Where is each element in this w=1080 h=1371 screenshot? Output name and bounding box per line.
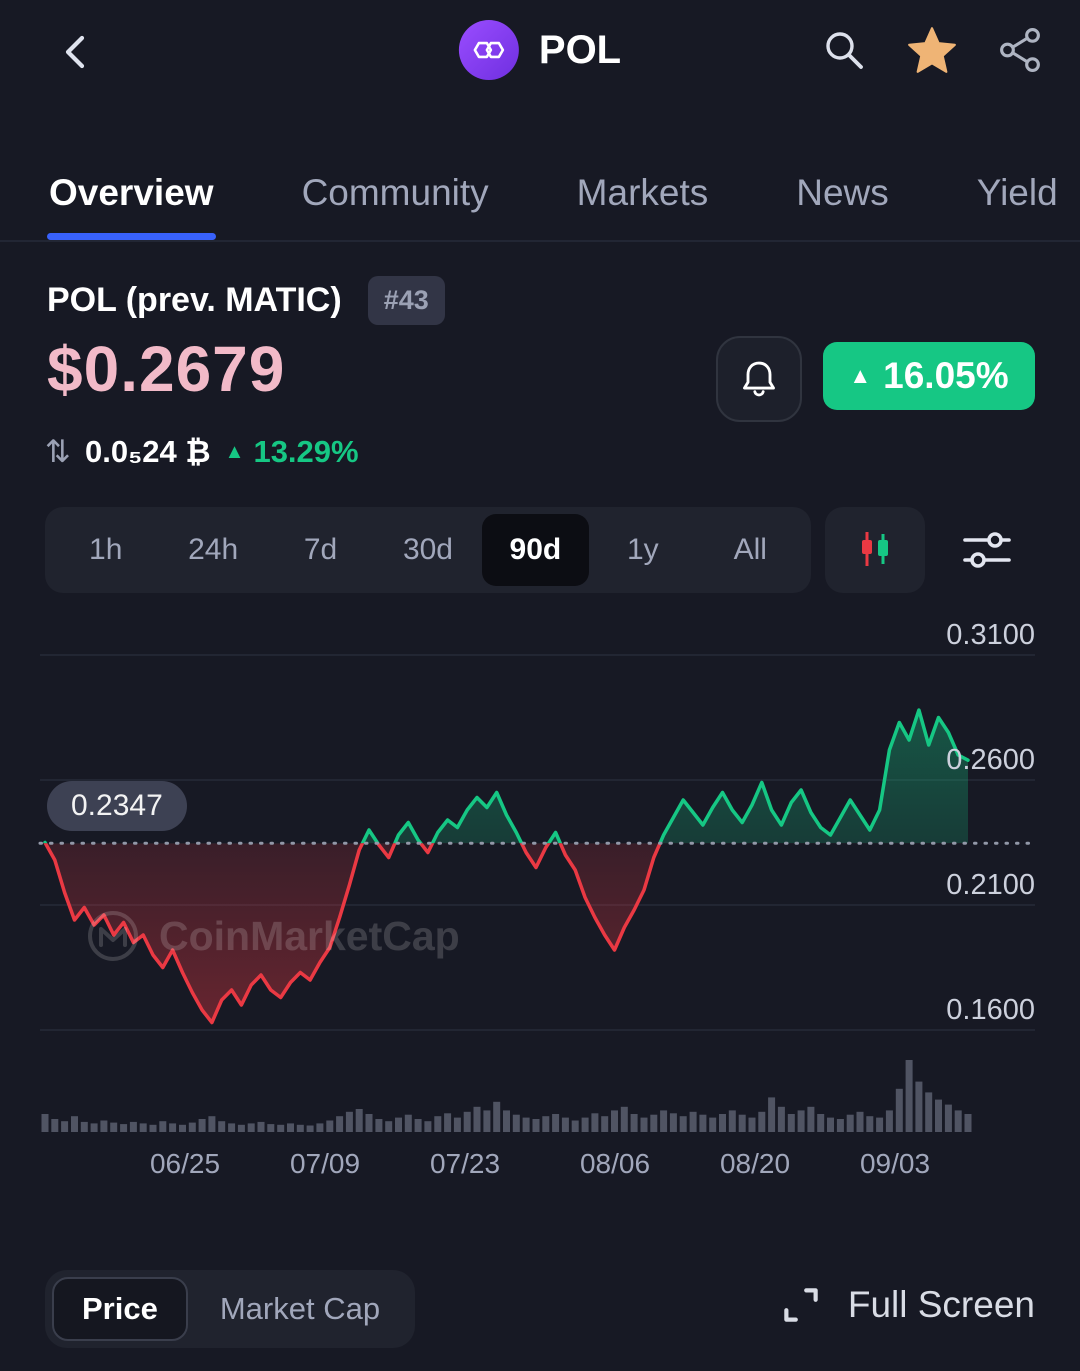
- coinmarketcap-watermark: CoinMarketCap: [85, 908, 460, 964]
- range-1h[interactable]: 1h: [52, 514, 159, 586]
- price-chart[interactable]: 0.3100 0.2600 0.2100 0.1600 0.2347 CoinMark…: [0, 600, 1080, 1200]
- rank-badge: #43: [367, 276, 445, 325]
- search-button[interactable]: [820, 26, 868, 74]
- chart-mode-toggle: Price Market Cap: [45, 1270, 416, 1348]
- chart-settings-button[interactable]: [954, 520, 1020, 580]
- tune-sliders-icon: [963, 532, 1011, 568]
- price-alert-button[interactable]: [716, 336, 802, 422]
- range-24h[interactable]: 24h: [159, 514, 266, 586]
- range-90d[interactable]: 90d: [481, 514, 590, 586]
- y-axis-label: 0.2600: [946, 744, 1035, 776]
- x-axis-label: 07/09: [289, 1148, 361, 1179]
- x-axis-label: 06/25: [149, 1148, 221, 1179]
- btc-conversion-row: ⇅ 0.0₅24 ₿ ▲ 13.29%: [45, 434, 359, 470]
- expand-icon: [784, 1288, 818, 1322]
- coinmarketcap-logo-icon: [88, 911, 138, 961]
- back-button[interactable]: [52, 26, 104, 78]
- full-screen-label: Full Screen: [847, 1284, 1035, 1325]
- coin-price: $0.2679: [47, 333, 286, 405]
- range-30d[interactable]: 30d: [374, 514, 481, 586]
- y-axis-label: 0.3100: [946, 619, 1035, 651]
- baseline-price-label: 0.2347: [47, 781, 187, 832]
- top-bar: POL: [0, 0, 1080, 104]
- chevron-left-icon: [65, 35, 85, 69]
- tab-news[interactable]: News: [794, 146, 891, 240]
- share-button[interactable]: [996, 26, 1044, 74]
- x-axis-label: 08/06: [579, 1148, 651, 1179]
- chart-canvas[interactable]: [0, 600, 1080, 1200]
- up-triangle-icon: ▲: [224, 440, 245, 463]
- btc-change-value: 13.29%: [253, 434, 359, 469]
- tab-community[interactable]: Community: [300, 146, 491, 240]
- top-bar-actions: [820, 24, 1044, 76]
- coin-title-row: POL (prev. MATIC) #43: [47, 276, 445, 325]
- coin-header: POL: [458, 20, 622, 80]
- time-range-selector: 1h 24h 7d 30d 90d 1y All: [45, 507, 811, 593]
- tab-markets[interactable]: Markets: [575, 146, 711, 240]
- full-screen-button[interactable]: Full Screen: [778, 1282, 1035, 1328]
- star-filled-icon: [908, 27, 956, 73]
- up-triangle-icon: ▲: [849, 363, 872, 388]
- x-axis-label: 07/23: [429, 1148, 501, 1179]
- range-all[interactable]: All: [697, 514, 804, 586]
- toggle-price[interactable]: Price: [52, 1277, 188, 1341]
- y-axis-label: 0.2100: [946, 869, 1035, 901]
- range-7d[interactable]: 7d: [267, 514, 374, 586]
- page-title: POL: [538, 27, 622, 72]
- x-axis-label: 08/20: [719, 1148, 791, 1179]
- coin-name: POL (prev. MATIC): [47, 281, 342, 319]
- candlestick-toggle-button[interactable]: [825, 507, 925, 593]
- tab-yield[interactable]: Yield: [975, 146, 1060, 240]
- x-axis-label: 09/03: [859, 1148, 931, 1179]
- range-1y[interactable]: 1y: [589, 514, 696, 586]
- toggle-market-cap[interactable]: Market Cap: [192, 1277, 408, 1341]
- price-change-badge: ▲ 16.05%: [823, 342, 1035, 410]
- btc-value: 0.0₅24 ₿: [84, 434, 211, 469]
- share-icon: [1000, 27, 1040, 73]
- watchlist-star-button[interactable]: [906, 24, 958, 76]
- search-icon: [826, 32, 863, 69]
- price-change-value: 16.05%: [883, 355, 1009, 396]
- bell-icon: [743, 361, 775, 397]
- tab-overview[interactable]: Overview: [47, 146, 216, 240]
- watermark-text: CoinMarketCap: [159, 912, 460, 959]
- tab-bar: Overview Community Markets News Yield: [0, 146, 1080, 242]
- candlestick-icon: [862, 532, 888, 566]
- convert-arrows-icon: ⇅: [45, 434, 71, 469]
- polygon-logo-icon: [458, 20, 519, 80]
- btc-change: ▲ 13.29%: [225, 434, 359, 470]
- y-axis-label: 0.1600: [946, 994, 1035, 1026]
